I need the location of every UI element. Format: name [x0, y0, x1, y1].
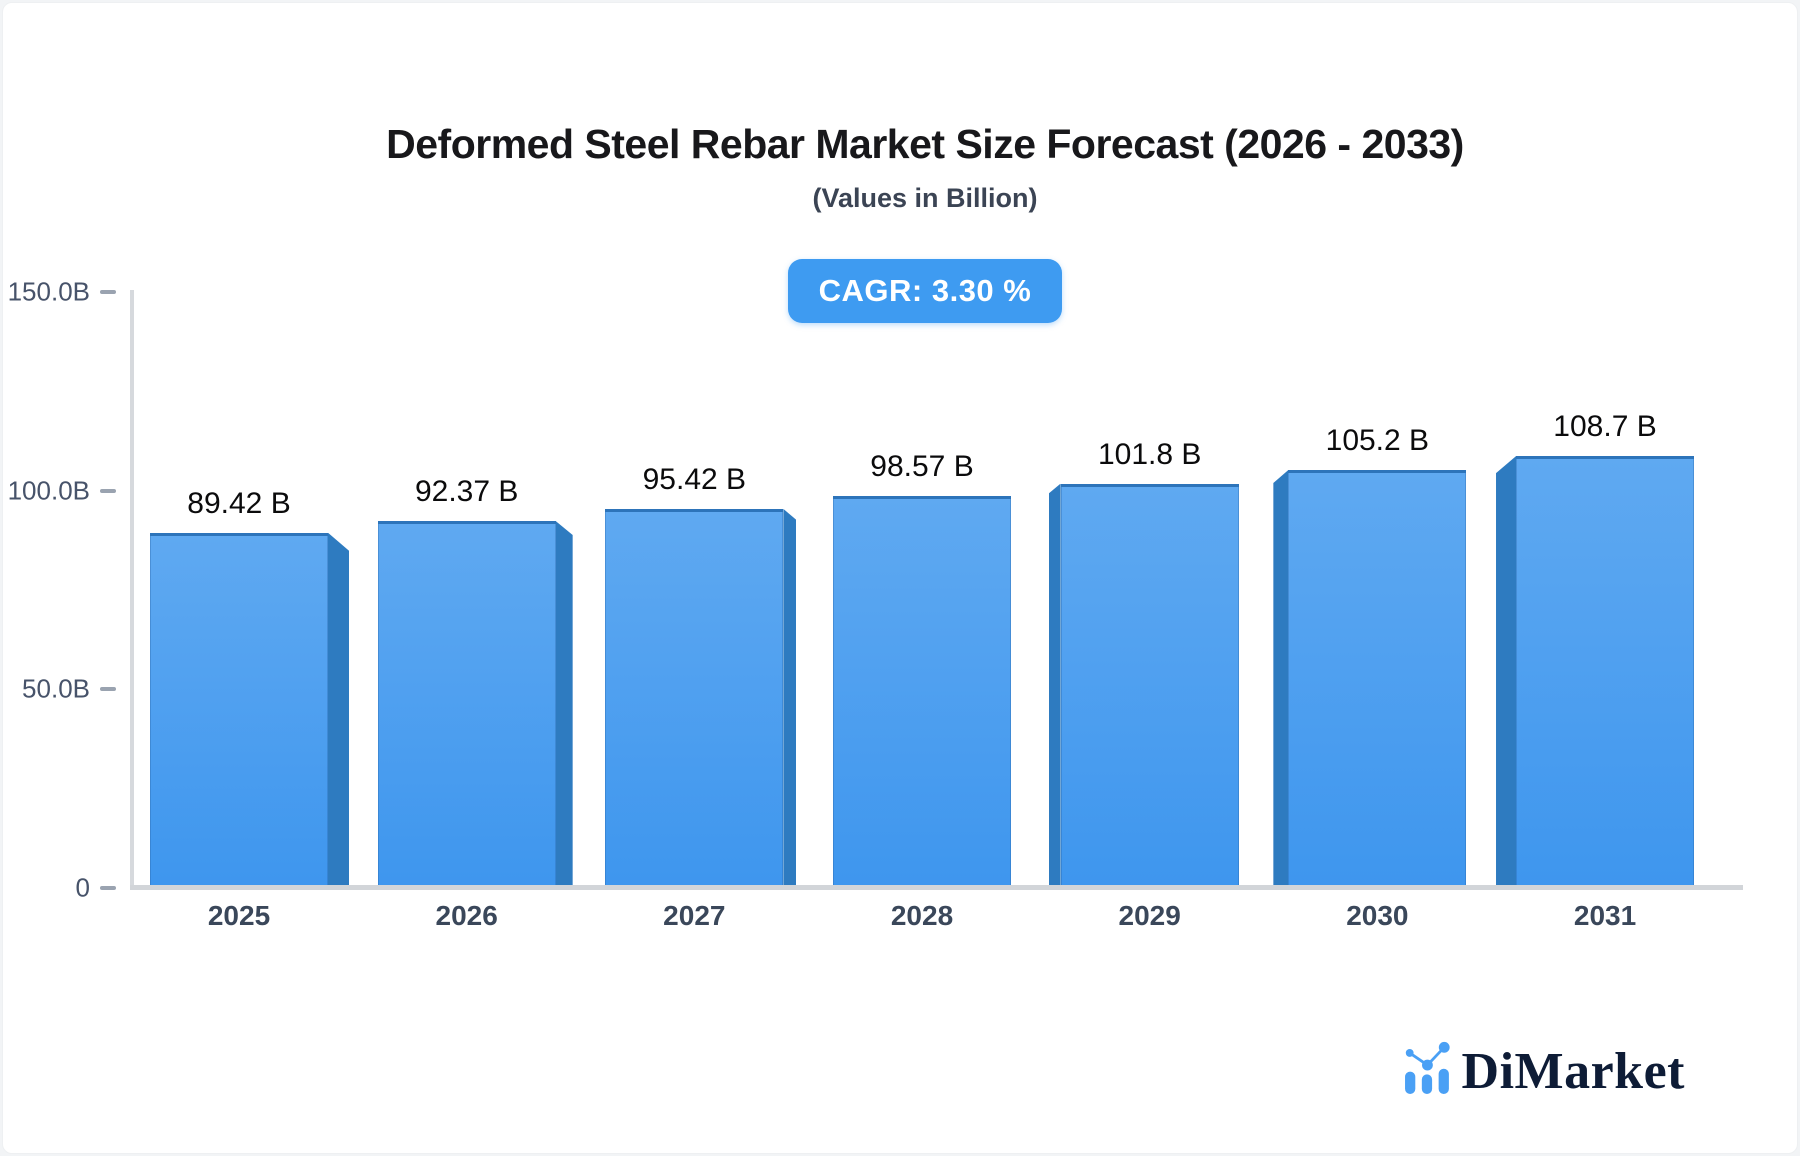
bar-2025	[150, 532, 328, 888]
dimarket-logo: DiMarket	[1403, 1038, 1685, 1101]
y-axis-tick-mark	[100, 886, 116, 890]
bar-2031	[1516, 456, 1695, 888]
bar-2027	[605, 508, 784, 888]
cagr-badge: CAGR: 3.30 %	[788, 259, 1062, 323]
y-axis-tick-label: 0	[75, 872, 90, 903]
x-axis-label-2025: 2025	[207, 900, 271, 931]
logo-bar-2	[1421, 1074, 1432, 1094]
logo-dot-middle	[1421, 1059, 1433, 1071]
x-axis-baseline	[130, 885, 1743, 890]
x-axis-label-2030: 2030	[1346, 900, 1409, 931]
bar-2029	[1060, 483, 1239, 888]
y-axis-line	[130, 290, 134, 888]
bar-3d-side	[783, 508, 797, 888]
logo-bar-3	[1438, 1068, 1449, 1094]
x-axis-label-2029: 2029	[1118, 900, 1181, 931]
chart-title: Deformed Steel Rebar Market Size Forecas…	[386, 121, 1464, 168]
y-axis-tick-mark	[100, 687, 116, 692]
bar-value-label: 108.7 B	[1553, 410, 1657, 444]
x-axis-label-2028: 2028	[890, 900, 954, 931]
dimarket-logo-icon	[1404, 1041, 1450, 1094]
x-axis-label-2026: 2026	[435, 900, 498, 931]
bar-3d-side	[555, 520, 573, 888]
bar-2026	[377, 520, 556, 888]
bar-value-label: 89.42 B	[187, 486, 291, 520]
y-axis-tick-mark	[100, 488, 116, 493]
bar-value-label: 92.37 B	[414, 474, 519, 508]
y-axis-tick-mark	[100, 290, 116, 294]
chart-subtitle: (Values in Billion)	[812, 183, 1038, 214]
bar-value-label: 101.8 B	[1097, 437, 1202, 471]
logo-dot-left	[1405, 1049, 1414, 1057]
logo-bar-1	[1404, 1071, 1415, 1094]
bar-3d-side	[1496, 456, 1517, 888]
logo-dot-right	[1438, 1041, 1450, 1053]
y-axis-tick-label: 150.0B	[7, 276, 90, 307]
x-axis-label-2027: 2027	[663, 900, 726, 931]
x-axis-label-2031: 2031	[1573, 900, 1637, 931]
y-axis-tick-label: 50.0B	[22, 673, 90, 704]
bar-value-label: 95.42 B	[642, 462, 747, 496]
bar-3d-side	[328, 532, 349, 888]
bar-2028	[833, 496, 1011, 888]
bar-value-label: 105.2 B	[1325, 424, 1430, 457]
bar-3d-side	[1273, 470, 1289, 888]
bar-value-label: 98.57 B	[870, 450, 974, 484]
bar-3d-side	[1048, 483, 1061, 888]
y-axis-tick-label: 100.0B	[7, 475, 90, 506]
dimarket-logo-text: DiMarket	[1461, 1043, 1685, 1101]
bar-2030	[1288, 470, 1467, 888]
